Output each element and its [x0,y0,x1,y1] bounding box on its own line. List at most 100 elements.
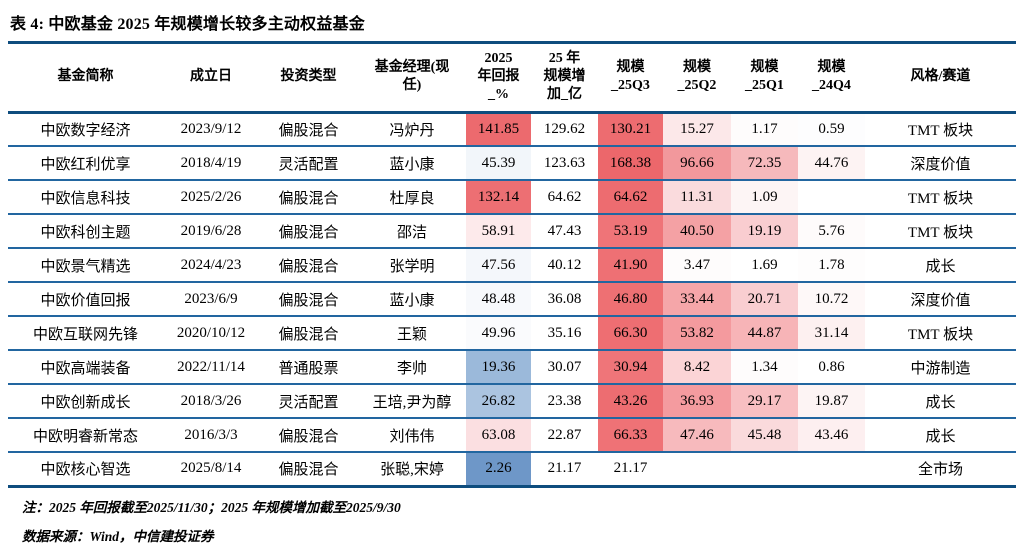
scale-increase-25-cell: 40.12 [547,256,582,273]
column-header-scale-25q3: 规模 _25Q3 [611,60,650,94]
scale-25q2-cell: 15.27 [663,112,731,147]
data-source: 数据来源：Wind，中信建投证券 [22,528,214,544]
fund-name-cell: 中欧高端装备 [40,360,131,377]
scale-25q1-cell: 1.69 [731,248,798,283]
return-2025-cell: 63.08 [466,418,531,453]
scale-increase-25-cell: 30.07 [547,358,582,375]
scale-25q2-cell [663,452,731,486]
manager-cell: 张聪,宋婷 [380,462,444,479]
fund-name-cell: 中欧数字经济 [40,122,131,139]
table-row: 中欧科创主题 2019/6/28 偏股混合 邵洁 58.91 47.43 53.19 40.5… [8,214,1016,249]
inception-date-cell: 2023/6/9 [184,290,238,307]
manager-cell: 蓝小康 [389,156,435,173]
scale-25q3-cell: 64.62 [598,180,663,215]
fund-type-cell: 偏股混合 [278,258,339,275]
fund-type-cell: 偏股混合 [278,224,339,241]
column-header-scale-25q1: 规模 _25Q1 [745,60,784,94]
scale-24q4-cell: 5.76 [798,214,865,249]
scale-25q3-cell: 168.38 [598,146,663,181]
style-track-cell: TMT 板块 [907,190,974,207]
manager-cell: 邵洁 [396,224,427,241]
scale-24q4-cell: 0.86 [798,350,865,385]
scale-25q3-cell: 53.19 [598,214,663,249]
scale-increase-25-cell: 35.16 [547,324,582,341]
scale-25q3-cell: 66.30 [598,316,663,351]
style-track-cell: 成长 [925,394,956,411]
scale-25q1-cell [731,452,798,486]
scale-25q1-cell: 72.35 [731,146,798,181]
scale-25q3-cell: 43.26 [598,384,663,419]
style-track-cell: 成长 [925,258,956,275]
fund-type-cell: 灵活配置 [278,156,339,173]
scale-25q1-cell: 29.17 [731,384,798,419]
scale-25q1-cell: 1.17 [731,112,798,147]
column-header-scale-increase-25: 25 年 规模增 加_亿 [543,51,586,103]
table-footnotes: 注：2025 年回报截至2025/11/30；2025 年规模增加截至2025/… [22,496,1016,545]
return-2025-cell: 45.39 [466,146,531,181]
style-track-cell: 成长 [925,428,956,445]
scale-24q4-cell [798,452,865,486]
manager-cell: 蓝小康 [389,292,435,309]
column-header-style-track: 风格/赛道 [910,69,971,85]
manager-cell: 刘伟伟 [389,428,435,445]
fund-name-cell: 中欧互联网先锋 [32,326,138,343]
fund-name-cell: 中欧红利优享 [40,156,131,173]
scale-25q1-cell: 45.48 [731,418,798,453]
style-track-cell: 中游制造 [910,360,971,377]
scale-24q4-cell: 19.87 [798,384,865,419]
manager-cell: 杜厚良 [389,190,435,207]
table-row: 中欧信息科技 2025/2/26 偏股混合 杜厚良 132.14 64.62 64.62 11… [8,180,1016,215]
scale-increase-25-cell: 64.62 [547,188,582,205]
scale-25q2-cell: 96.66 [663,146,731,181]
return-2025-cell: 132.14 [466,180,531,215]
scale-24q4-cell: 10.72 [798,282,865,317]
inception-date-cell: 2023/9/12 [180,120,242,137]
style-track-cell: 深度价值 [910,292,971,309]
scale-24q4-cell: 0.59 [798,112,865,147]
return-2025-cell: 26.82 [466,384,531,419]
fund-name-cell: 中欧明睿新常态 [32,428,138,445]
scale-25q2-cell: 47.46 [663,418,731,453]
scale-24q4-cell: 44.76 [798,146,865,181]
fund-type-cell: 偏股混合 [278,462,339,479]
scale-increase-25-cell: 23.38 [547,392,582,409]
scale-25q1-cell: 19.19 [731,214,798,249]
table-header-row: 基金简称 成立日 投资类型 基金经理(现 任) 2025 年回报 _% 25 年 规模增 … [8,43,1016,113]
table-row: 中欧红利优享 2018/4/19 灵活配置 蓝小康 45.39 123.63 168.38 9… [8,146,1016,181]
return-2025-cell: 47.56 [466,248,531,283]
scale-increase-25-cell: 21.17 [547,460,582,477]
inception-date-cell: 2024/4/23 [180,256,242,273]
scale-24q4-cell: 31.14 [798,316,865,351]
fund-name-cell: 中欧科创主题 [40,224,131,241]
column-header-inception-date: 成立日 [190,69,232,85]
column-header-fund-type: 投资类型 [280,69,337,85]
style-track-cell: TMT 板块 [907,122,974,139]
table-row: 中欧景气精选 2024/4/23 偏股混合 张学明 47.56 40.12 41.90 3.4… [8,248,1016,283]
inception-date-cell: 2018/4/19 [180,154,242,171]
table-row: 中欧创新成长 2018/3/26 灵活配置 王培,尹为醇 26.82 23.38 43.26… [8,384,1016,419]
scale-24q4-cell: 1.78 [798,248,865,283]
scale-25q1-cell: 1.09 [731,180,798,215]
column-header-scale-25q2: 规模 _25Q2 [677,60,717,94]
scale-25q3-cell: 21.17 [613,460,648,477]
fund-type-cell: 偏股混合 [278,122,339,139]
return-2025-cell: 49.96 [466,316,531,351]
scale-increase-25-cell: 123.63 [543,154,586,171]
scale-25q3-cell: 41.90 [598,248,663,283]
manager-cell: 王颖 [396,326,427,343]
scale-increase-25-cell: 22.87 [547,426,582,443]
return-2025-cell: 58.91 [466,214,531,249]
table-row: 中欧高端装备 2022/11/14 普通股票 李帅 19.36 30.07 30.94 8.4… [8,350,1016,385]
fund-type-cell: 偏股混合 [278,428,339,445]
return-2025-cell: 2.26 [466,452,531,487]
scale-25q1-cell: 1.34 [731,350,798,385]
scale-25q2-cell: 11.31 [663,180,731,215]
manager-cell: 冯炉丹 [389,122,435,139]
scale-25q2-cell: 36.93 [663,384,731,419]
column-header-manager: 基金经理(现 任) [374,60,450,94]
style-track-cell: TMT 板块 [907,224,974,241]
fund-type-cell: 偏股混合 [278,292,339,309]
style-track-cell: 全市场 [917,462,963,479]
style-track-cell: TMT 板块 [907,326,974,343]
fund-type-cell: 偏股混合 [278,326,339,343]
